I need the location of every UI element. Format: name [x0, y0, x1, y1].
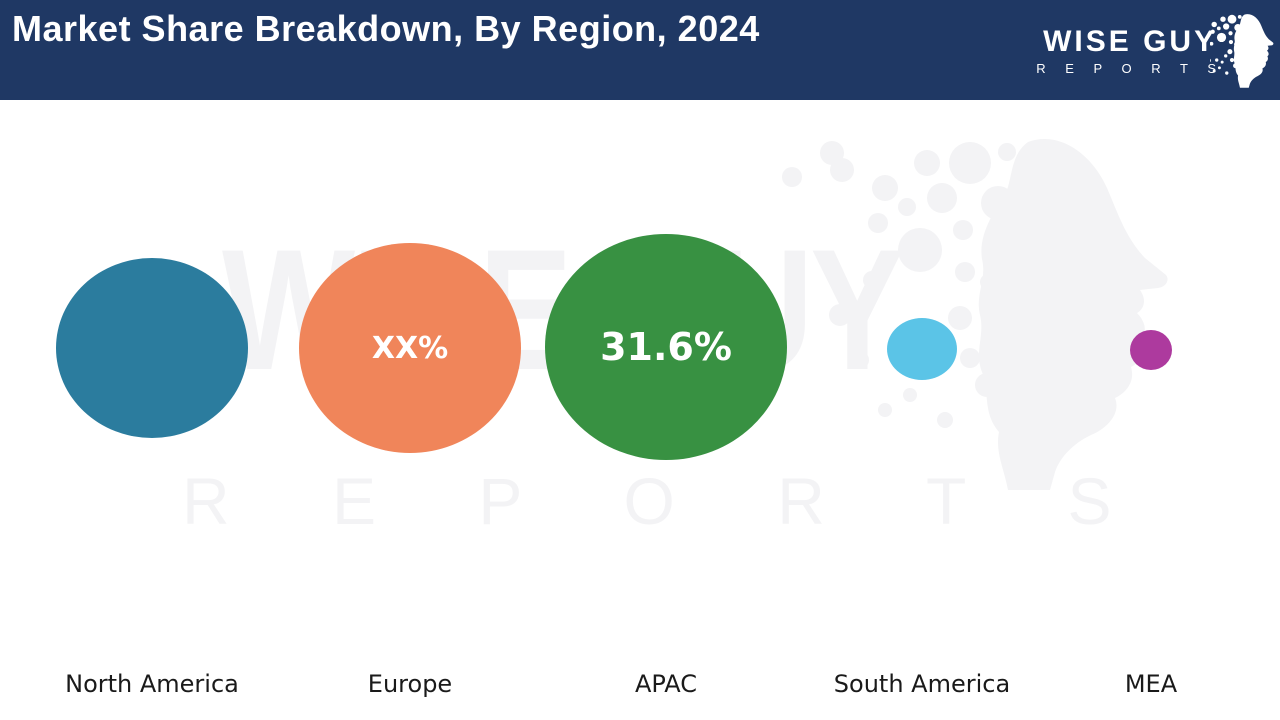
page-title: Market Share Breakdown, By Region, 2024 — [12, 8, 760, 49]
watermark-brand-subtext: R E P O R T S — [182, 464, 1154, 538]
bubble-apac: 31.6% — [545, 234, 787, 460]
header-bar: Market Share Breakdown, By Region, 2024 … — [0, 0, 1280, 100]
brand-wordmark: WISE GUY R E P O R T S — [1036, 25, 1224, 76]
category-label-apac: APAC — [634, 670, 698, 698]
brand-logo: WISE GUY R E P O R T S — [1036, 4, 1276, 96]
bubble-mea — [1130, 330, 1172, 370]
bubble-north-america — [56, 258, 248, 438]
category-label-mea: MEA — [1124, 670, 1178, 698]
bubble-south-america — [887, 318, 957, 380]
category-label-north-america: North America — [65, 670, 239, 698]
category-label-south-america: South America — [833, 670, 1011, 698]
bubble-europe: XX% — [299, 243, 521, 453]
watermark-face-icon — [782, 138, 1168, 490]
brand-name: WISE GUY — [1043, 24, 1218, 58]
bubble-value-label: XX% — [371, 330, 449, 366]
brand-subtitle: R E P O R T S — [1036, 60, 1224, 76]
bubble-value-label: 31.6% — [600, 325, 732, 369]
category-label-europe: Europe — [367, 670, 453, 698]
